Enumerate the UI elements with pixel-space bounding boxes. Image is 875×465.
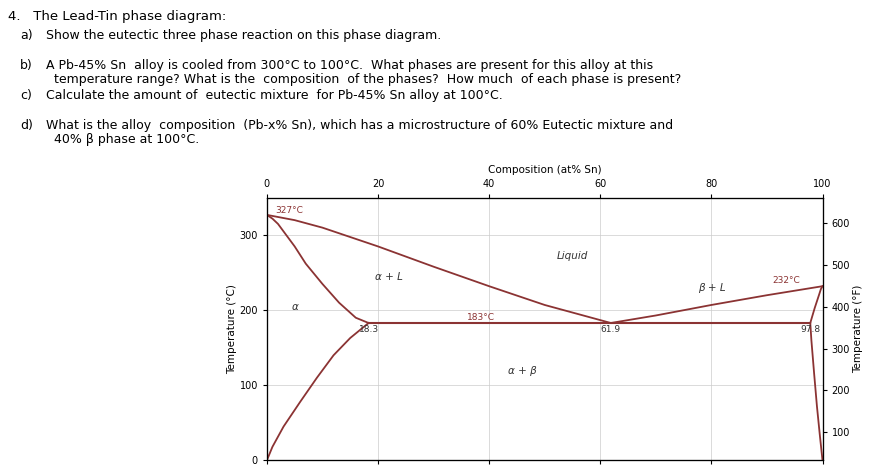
- Text: b): b): [20, 59, 32, 72]
- Text: 97.8: 97.8: [801, 325, 821, 334]
- Text: α + β: α + β: [508, 366, 537, 376]
- Text: 4.   The Lead-Tin phase diagram:: 4. The Lead-Tin phase diagram:: [8, 10, 227, 23]
- Y-axis label: Temperature (°F): Temperature (°F): [853, 285, 863, 373]
- Text: 40% β phase at 100°C.: 40% β phase at 100°C.: [54, 133, 200, 146]
- Text: temperature range? What is the  composition  of the phases?  How much  of each p: temperature range? What is the compositi…: [54, 73, 682, 86]
- Text: β + L: β + L: [697, 284, 725, 293]
- Text: a): a): [20, 29, 32, 42]
- Text: c): c): [20, 89, 32, 102]
- Text: 327°C: 327°C: [276, 206, 303, 215]
- Text: α + L: α + L: [375, 272, 403, 282]
- Text: Calculate the amount of  eutectic mixture  for Pb-45% Sn alloy at 100°C.: Calculate the amount of eutectic mixture…: [46, 89, 503, 102]
- Text: 61.9: 61.9: [601, 325, 621, 334]
- Y-axis label: Temperature (°C): Temperature (°C): [227, 284, 236, 374]
- Text: What is the alloy  composition  (Pb-x% Sn), which has a microstructure of 60% Eu: What is the alloy composition (Pb-x% Sn)…: [46, 119, 673, 132]
- Text: Liquid: Liquid: [556, 251, 588, 261]
- Text: 232°C: 232°C: [773, 276, 801, 285]
- Text: Show the eutectic three phase reaction on this phase diagram.: Show the eutectic three phase reaction o…: [46, 29, 441, 42]
- Text: A Pb-45% Sn  alloy is cooled from 300°C to 100°C.  What phases are present for t: A Pb-45% Sn alloy is cooled from 300°C t…: [46, 59, 653, 72]
- Text: 183°C: 183°C: [467, 313, 495, 322]
- Text: α: α: [291, 302, 298, 312]
- Text: d): d): [20, 119, 33, 132]
- Text: 18.3: 18.3: [359, 325, 379, 334]
- X-axis label: Composition (at% Sn): Composition (at% Sn): [488, 165, 601, 175]
